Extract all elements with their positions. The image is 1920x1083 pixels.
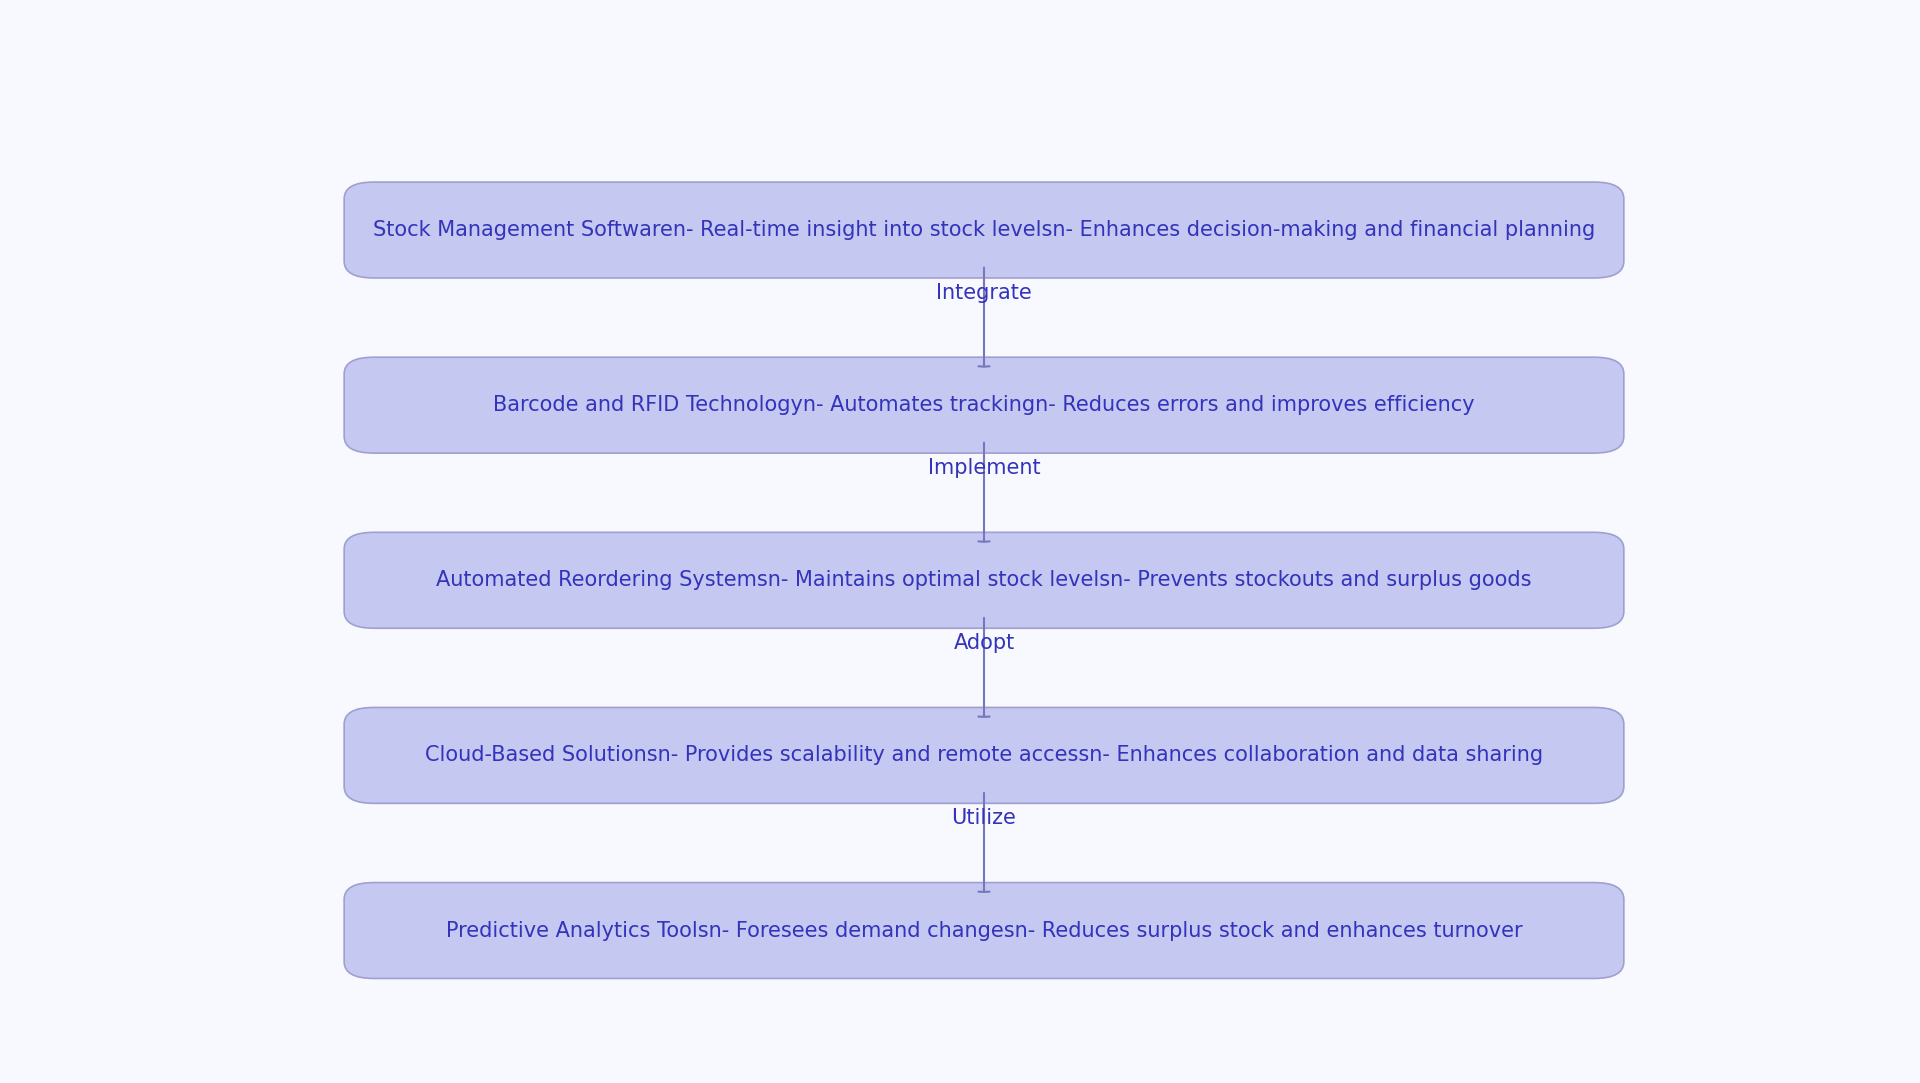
- Text: Utilize: Utilize: [952, 808, 1016, 827]
- Text: Cloud-Based Solutionsn- Provides scalability and remote accessn- Enhances collab: Cloud-Based Solutionsn- Provides scalabi…: [424, 745, 1544, 766]
- FancyBboxPatch shape: [344, 182, 1624, 278]
- Text: Adopt: Adopt: [954, 632, 1014, 653]
- FancyBboxPatch shape: [344, 707, 1624, 804]
- Text: Stock Management Softwaren- Real-time insight into stock levelsn- Enhances decis: Stock Management Softwaren- Real-time in…: [372, 220, 1596, 240]
- FancyBboxPatch shape: [344, 357, 1624, 453]
- Text: Integrate: Integrate: [937, 283, 1031, 302]
- FancyBboxPatch shape: [344, 533, 1624, 628]
- FancyBboxPatch shape: [344, 883, 1624, 978]
- Text: Predictive Analytics Toolsn- Foresees demand changesn- Reduces surplus stock and: Predictive Analytics Toolsn- Foresees de…: [445, 921, 1523, 940]
- Text: Implement: Implement: [927, 458, 1041, 478]
- Text: Barcode and RFID Technologyn- Automates trackingn- Reduces errors and improves e: Barcode and RFID Technologyn- Automates …: [493, 395, 1475, 415]
- Text: Automated Reordering Systemsn- Maintains optimal stock levelsn- Prevents stockou: Automated Reordering Systemsn- Maintains…: [436, 571, 1532, 590]
